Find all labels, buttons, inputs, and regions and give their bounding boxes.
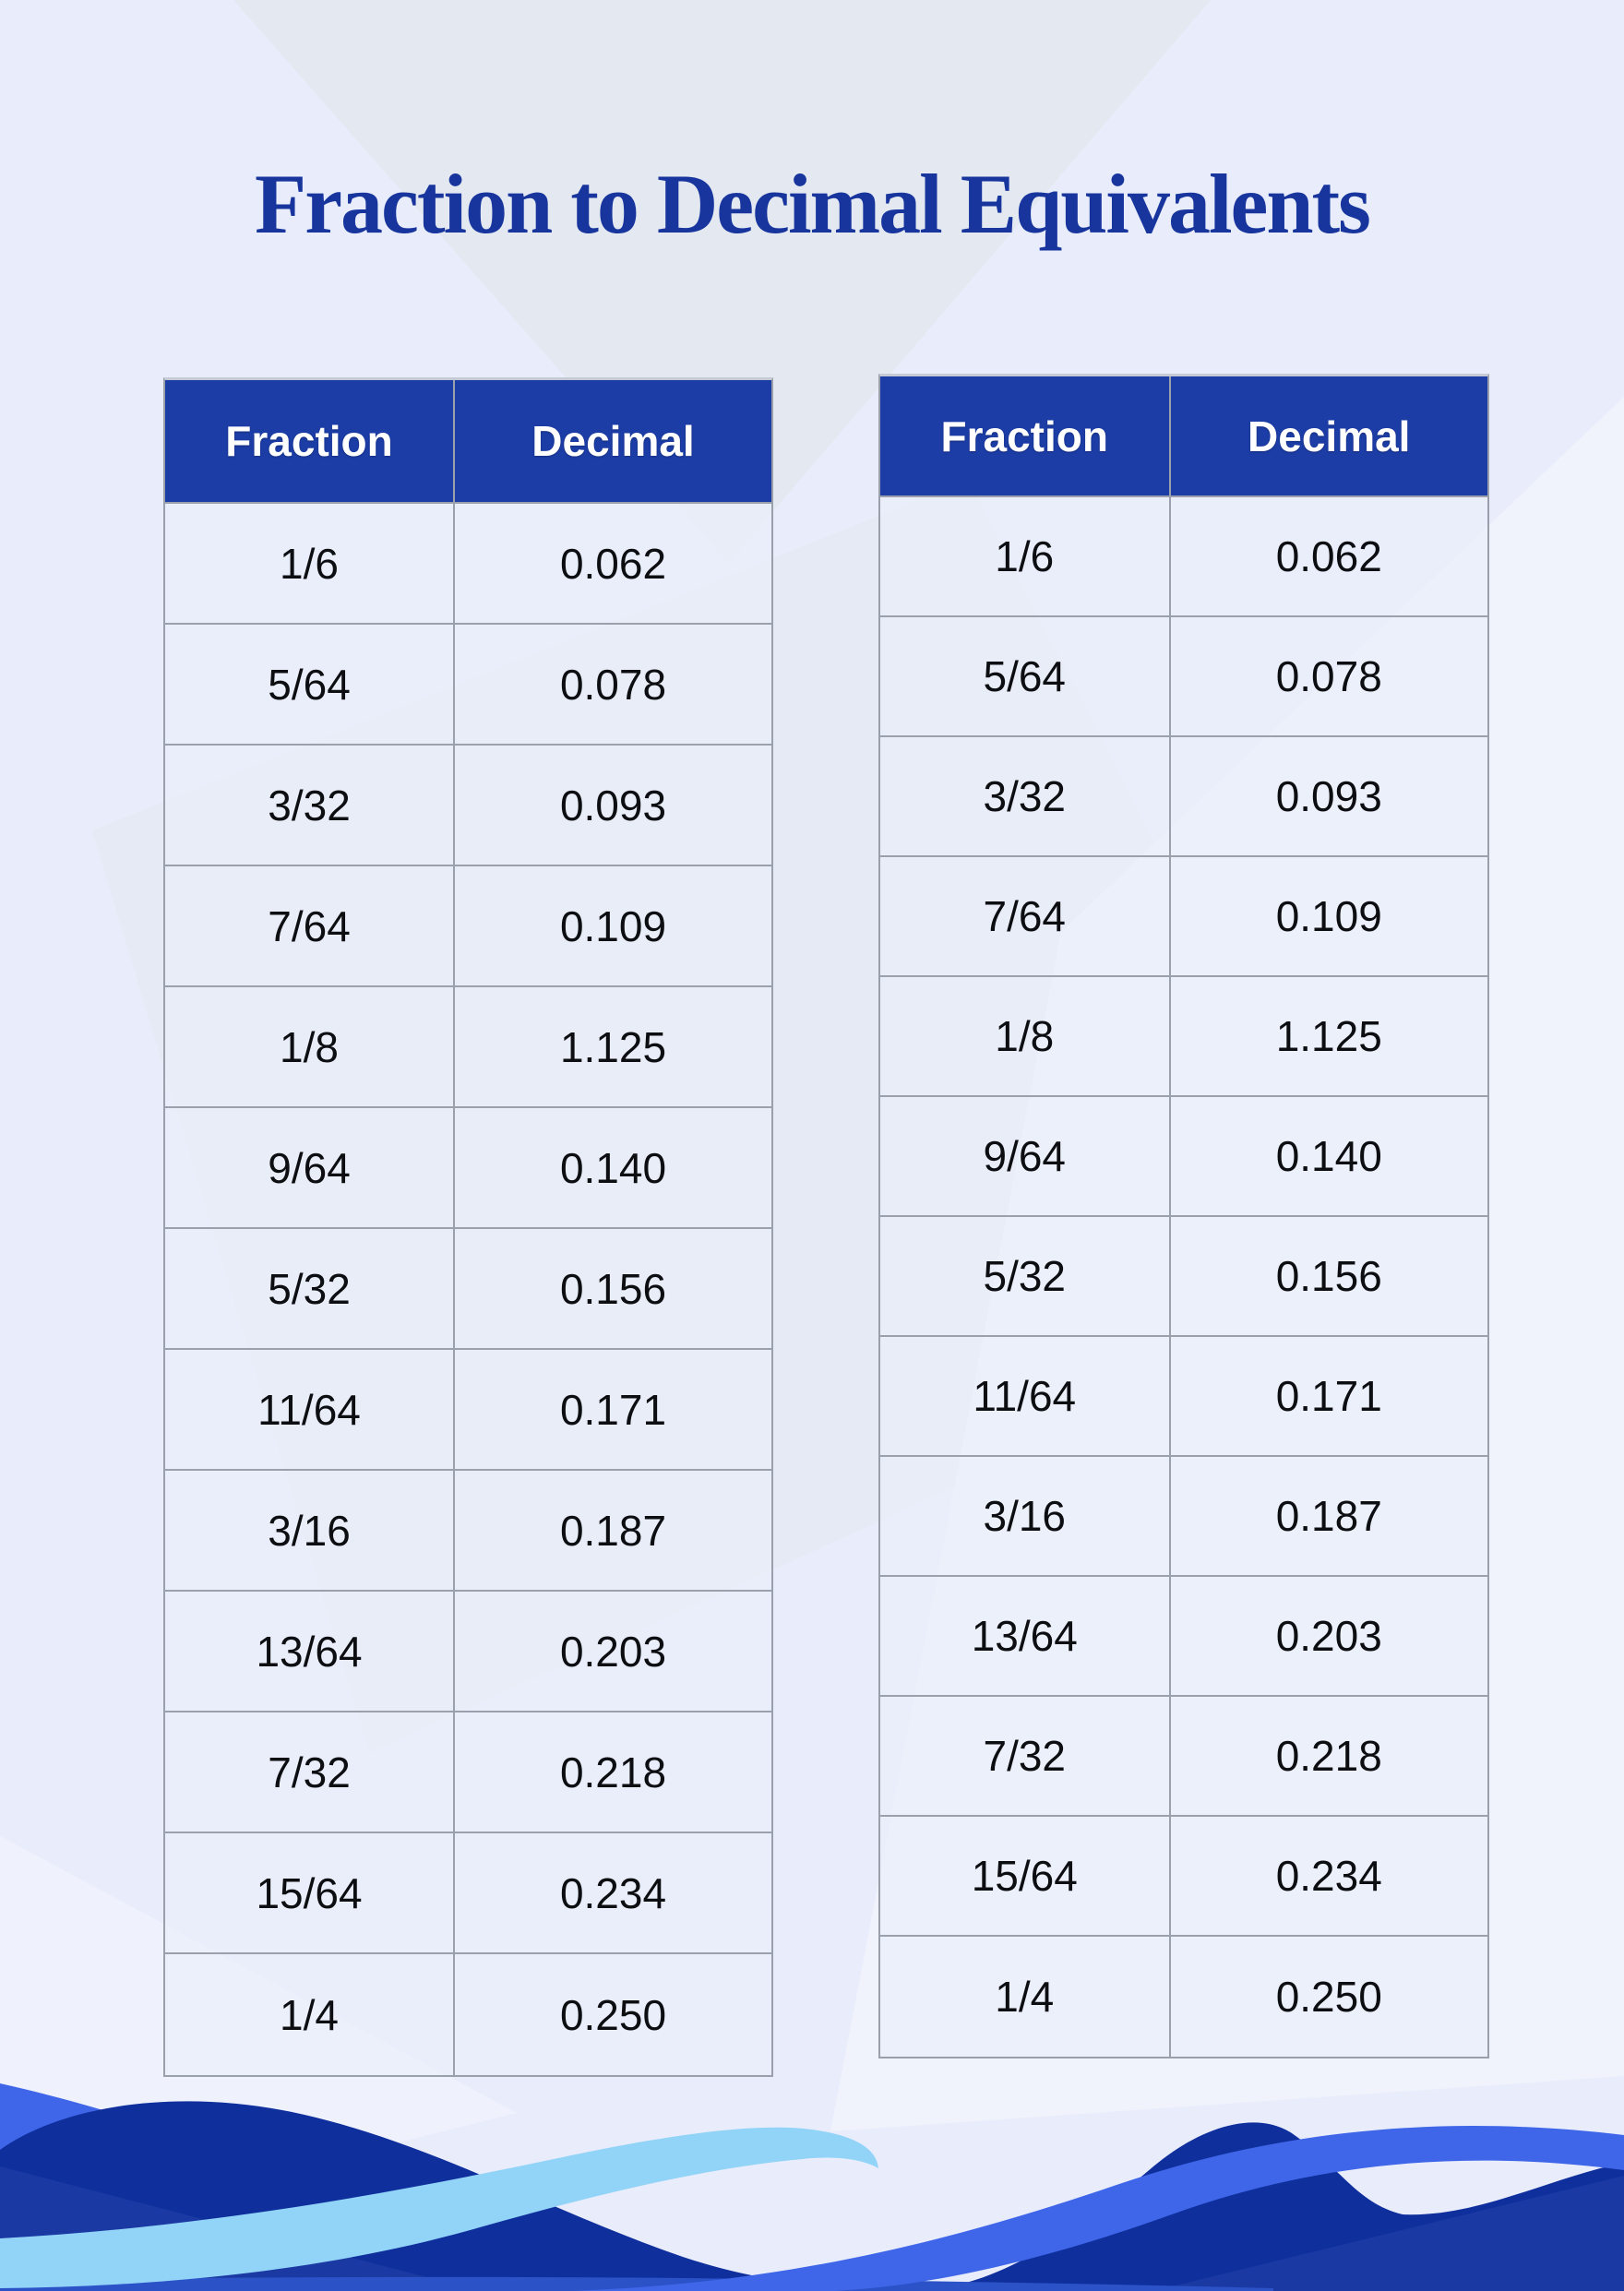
decimal-cell: 0.234: [455, 1833, 771, 1954]
decimal-cell: 0.203: [455, 1592, 771, 1712]
decimal-cell: 0.156: [455, 1229, 771, 1350]
decimal-cell: 0.093: [1170, 737, 1487, 857]
decimal-cell: 0.140: [455, 1108, 771, 1229]
fraction-cell: 5/64: [165, 625, 456, 746]
background-funnel-shape: [233, 0, 1211, 563]
fraction-cell: 3/16: [880, 1457, 1171, 1577]
decimal-cell: 0.171: [455, 1350, 771, 1471]
decimal-cell: 0.250: [1275, 1973, 1382, 2021]
column-header-decimal: Decimal: [455, 380, 771, 504]
decimal-cell: 0.156: [1170, 1217, 1487, 1337]
fraction-cell: 15/64: [880, 1817, 1171, 1937]
fraction-cell: 1/4: [165, 1954, 456, 2075]
column-header-fraction: Fraction: [880, 376, 1171, 497]
conversion-table-left: Fraction Decimal 1/6 0.062 5/64 0.078 3/32 0.…: [163, 377, 773, 2077]
wave-sky-ribbon: [0, 2127, 878, 2288]
fraction-cell: 1/8: [165, 987, 456, 1108]
fraction-cell: 1/6: [880, 497, 1171, 617]
fraction-cell: 9/64: [880, 1097, 1171, 1217]
fraction-cell: 1/6: [165, 504, 456, 625]
decimal-cell: 0.078: [455, 625, 771, 746]
decimal-cell: 0.218: [1170, 1697, 1487, 1817]
fraction-cell: 3/32: [165, 746, 456, 866]
decimal-cell: 0.250: [559, 1990, 667, 2039]
decimal-cell: 0.109: [1170, 857, 1487, 977]
fraction-cell: 3/16: [165, 1471, 456, 1592]
fraction-cell: 1/4: [880, 1937, 1171, 2057]
decimal-cell: 0.187: [1170, 1457, 1487, 1577]
fraction-cell: 15/64: [165, 1833, 456, 1954]
decimal-cell: 0.234: [1170, 1817, 1487, 1937]
fraction-cell: 5/32: [165, 1229, 456, 1350]
decimal-cell: 0.203: [1170, 1577, 1487, 1697]
bottom-wave-decoration: [0, 2083, 1624, 2291]
wave-royal-swoosh-right: [572, 2126, 1624, 2291]
decimal-cell: 1.125: [455, 987, 771, 1108]
page-title: Fraction to Decimal Equivalents: [255, 157, 1371, 251]
fraction-cell: 7/64: [880, 857, 1171, 977]
decimal-cell: 0.171: [1170, 1337, 1487, 1457]
fraction-cell: 13/64: [165, 1592, 456, 1712]
wave-bottom-strip: [0, 2276, 1273, 2291]
column-header-fraction: Fraction: [165, 380, 456, 504]
decimal-cell: 0.062: [455, 504, 771, 625]
conversion-table-right: Fraction Decimal 1/6 0.062 5/64 0.078 3/32 0.…: [878, 374, 1489, 2058]
fraction-cell: 5/32: [880, 1217, 1171, 1337]
wave-navy-highlight-right: [1153, 2176, 1624, 2291]
decimal-cell: 0.218: [455, 1712, 771, 1833]
decimal-cell: 1.125: [1170, 977, 1487, 1097]
decimal-cell: 0.109: [455, 866, 771, 987]
fraction-cell: 11/64: [880, 1337, 1171, 1457]
decimal-cell: 0.078: [1170, 617, 1487, 737]
fraction-cell: 11/64: [165, 1350, 456, 1471]
fraction-cell: 7/32: [880, 1697, 1171, 1817]
fraction-cell: 9/64: [165, 1108, 456, 1229]
fraction-cell: 3/32: [880, 737, 1171, 857]
fraction-cell: 5/64: [880, 617, 1171, 737]
fraction-cell: 1/8: [880, 977, 1171, 1097]
fraction-cell: 7/64: [165, 866, 456, 987]
decimal-cell: 0.187: [455, 1471, 771, 1592]
fraction-cell: 13/64: [880, 1577, 1171, 1697]
decimal-cell: 0.062: [1170, 497, 1487, 617]
fraction-cell: 7/32: [165, 1712, 456, 1833]
decimal-cell: 0.093: [455, 746, 771, 866]
column-header-decimal: Decimal: [1170, 376, 1487, 497]
decimal-cell: 0.140: [1170, 1097, 1487, 1217]
